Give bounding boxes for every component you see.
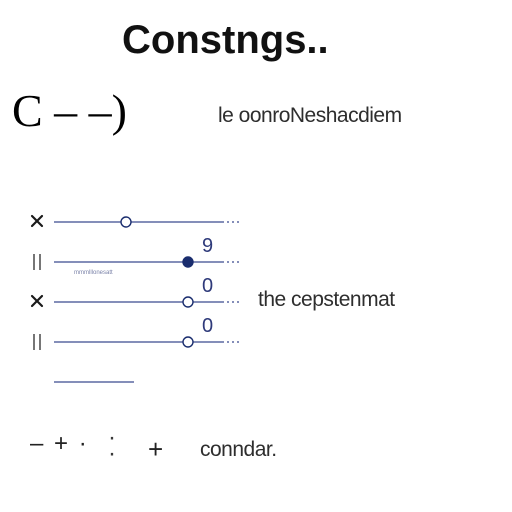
bottom-plus: + <box>148 434 163 465</box>
tiny-labels: mmmlllonesatt <box>74 270 113 276</box>
dot-2: · <box>108 440 116 467</box>
page-canvas: Constngs.. C – –) le oonroNeshacdiem mmm… <box>0 0 512 512</box>
label-top-right: le oonroNeshacdiem <box>218 104 402 128</box>
page-title: Constngs.. <box>122 18 329 63</box>
bottom-dots: · · <box>108 430 116 462</box>
label-mid-right: the cepstenmat <box>258 288 395 312</box>
node-label-3: 0 <box>202 315 213 338</box>
c-expression: C – –) <box>12 84 127 137</box>
node-label-1: 9 <box>202 235 213 258</box>
bottom-left-symbols: – + · <box>30 430 89 458</box>
left-markers <box>32 216 42 350</box>
label-bottom-right: conndar. <box>200 438 277 462</box>
staff-nodes <box>121 217 193 347</box>
svg-text:mmmlllonesatt: mmmlllonesatt <box>74 270 113 276</box>
node-label-2: 0 <box>202 275 213 298</box>
staff-diagram: mmmlllonesatt <box>30 210 260 410</box>
